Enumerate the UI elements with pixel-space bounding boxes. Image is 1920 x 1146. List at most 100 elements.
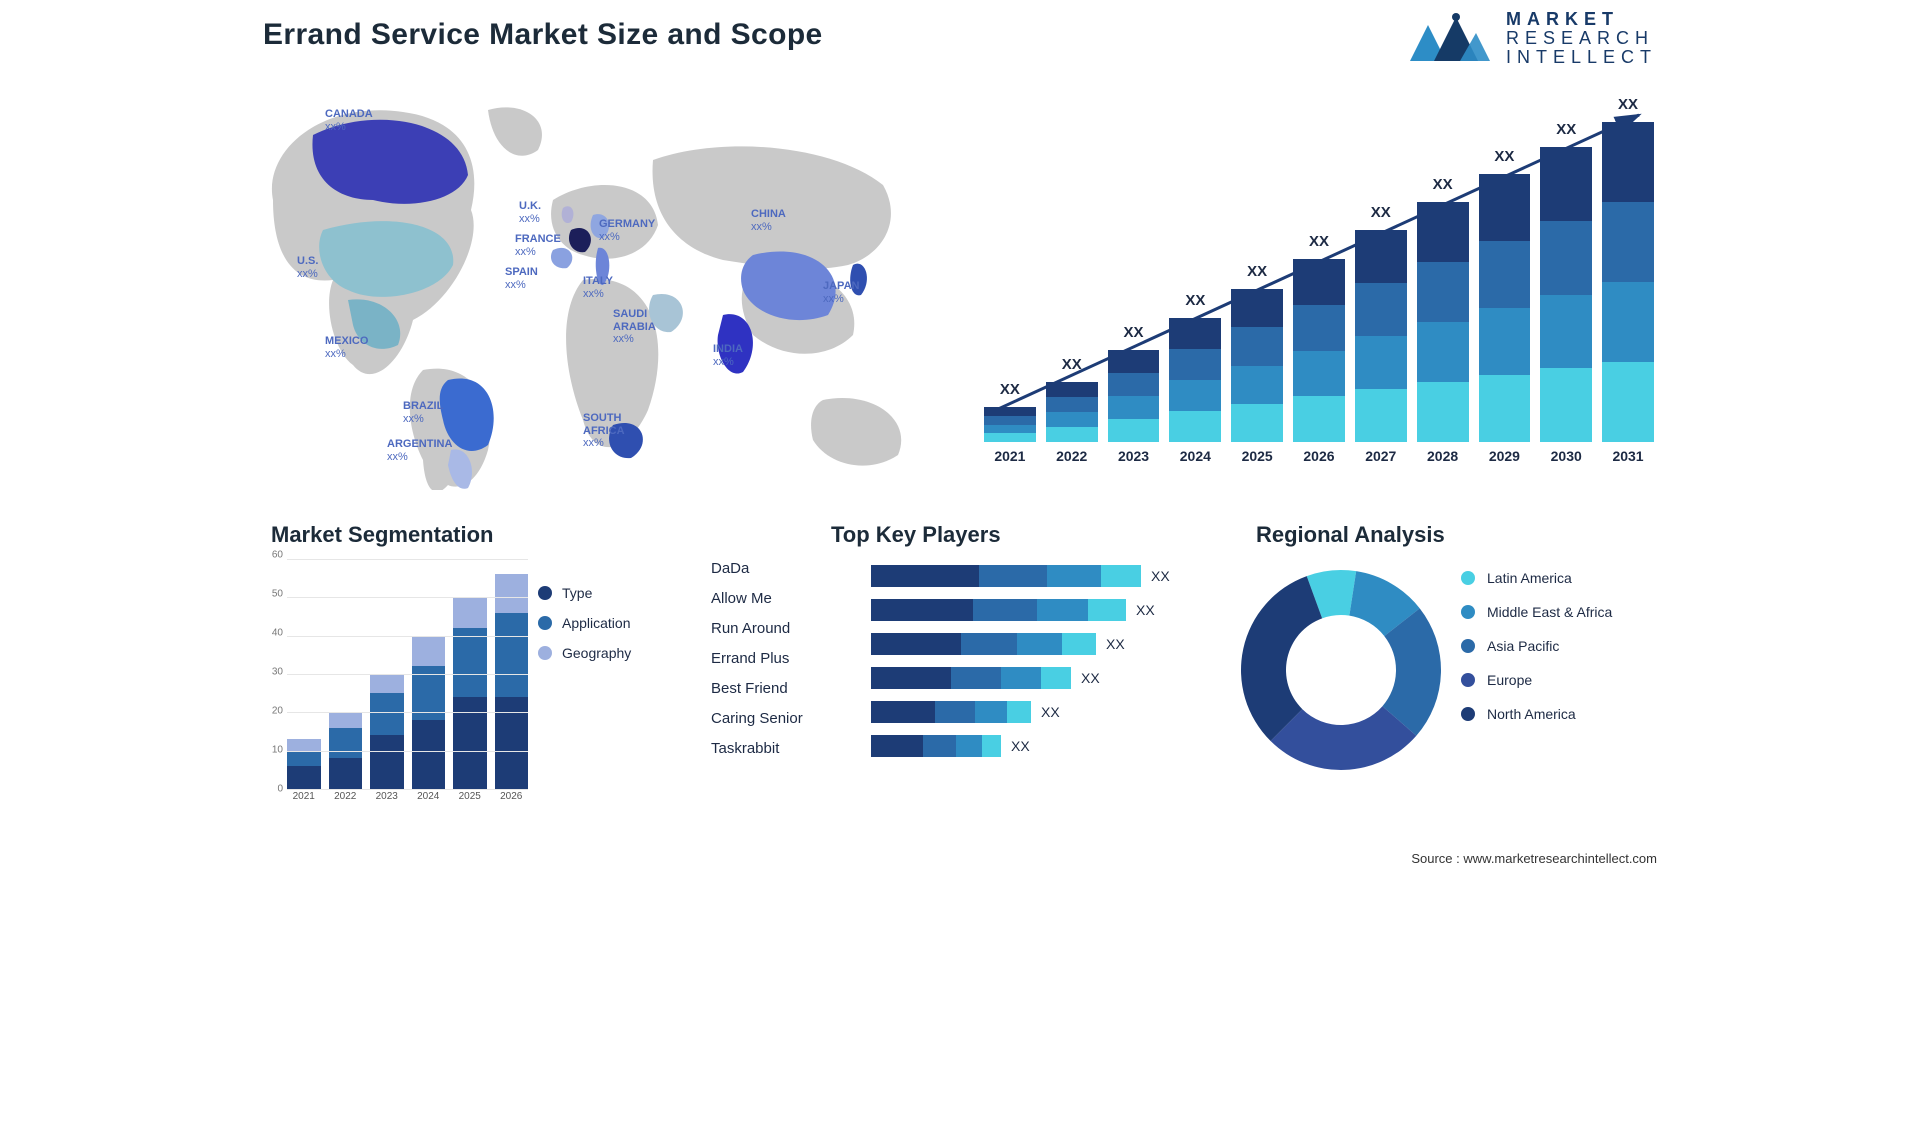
bar-value-label: XX (1108, 324, 1160, 341)
players-title: Top Key Players (831, 522, 1001, 548)
player-bar-value: XX (1136, 602, 1155, 618)
map-label: SPAINxx% (505, 266, 538, 291)
regional-title: Regional Analysis (1256, 522, 1445, 548)
page-title: Errand Service Market Size and Scope (263, 18, 823, 52)
legend-swatch (1461, 571, 1475, 585)
bar-value-label: XX (1355, 204, 1407, 221)
legend-swatch (538, 646, 552, 660)
player-bar-value: XX (1151, 568, 1170, 584)
player-name: Errand Plus (711, 650, 831, 667)
logo-line3: INTELLECT (1506, 48, 1657, 67)
seg-bar (287, 739, 321, 789)
legend-label: Application (562, 615, 631, 631)
legend-item: Middle East & Africa (1461, 604, 1651, 620)
year-bar: XX (1417, 202, 1469, 442)
legend-swatch (1461, 639, 1475, 653)
year-tick: 2023 (1108, 448, 1160, 470)
legend-swatch (538, 586, 552, 600)
year-bar: XX (984, 407, 1036, 442)
players-bars: XX XX XX XX XX XX (871, 565, 1201, 757)
year-bar: XX (1231, 289, 1283, 442)
legend-swatch (538, 616, 552, 630)
map-label: SOUTHAFRICAxx% (583, 412, 625, 450)
seg-year-tick: 2022 (329, 791, 363, 805)
y-tick: 50 (272, 589, 283, 600)
bar-value-label: XX (1231, 263, 1283, 280)
player-bar-value: XX (1011, 738, 1030, 754)
legend-label: Middle East & Africa (1487, 604, 1612, 620)
legend-swatch (1461, 707, 1475, 721)
bar-value-label: XX (1602, 96, 1654, 113)
legend-item: North America (1461, 706, 1651, 722)
player-bar-value: XX (1106, 636, 1125, 652)
bar-value-label: XX (1479, 148, 1531, 165)
legend-item: Geography (538, 645, 683, 661)
y-tick: 40 (272, 628, 283, 639)
player-bar-value: XX (1081, 670, 1100, 686)
map-label: BRAZILxx% (403, 400, 443, 425)
bar-value-label: XX (984, 381, 1036, 398)
player-name: Caring Senior (711, 710, 831, 727)
player-name: Run Around (711, 620, 831, 637)
seg-year-tick: 2023 (370, 791, 404, 805)
bar-value-label: XX (1540, 121, 1592, 138)
legend-label: Type (562, 585, 592, 601)
seg-year-tick: 2021 (287, 791, 321, 805)
source-label: Source : www.marketresearchintellect.com (1411, 851, 1657, 866)
year-bar: XX (1602, 122, 1654, 442)
map-label: ITALYxx% (583, 275, 613, 300)
y-tick: 20 (272, 706, 283, 717)
map-label: JAPANxx% (823, 280, 859, 305)
y-tick: 0 (277, 784, 283, 795)
donut-svg (1231, 560, 1451, 780)
map-label: SAUDIARABIAxx% (613, 308, 656, 346)
map-label: CANADAxx% (325, 108, 373, 133)
legend-item: Type (538, 585, 683, 601)
year-tick: 2022 (1046, 448, 1098, 470)
bar-value-label: XX (1417, 176, 1469, 193)
logo-line2: RESEARCH (1506, 29, 1657, 48)
y-tick: 30 (272, 667, 283, 678)
year-tick: 2025 (1231, 448, 1283, 470)
map-label: U.S.xx% (297, 255, 318, 280)
player-bar-row: XX (871, 633, 1201, 655)
regional-donut (1231, 560, 1451, 780)
player-bar-row: XX (871, 667, 1201, 689)
map-label: ARGENTINAxx% (387, 438, 452, 463)
player-name: Best Friend (711, 680, 831, 697)
map-label: U.K.xx% (519, 200, 541, 225)
legend-swatch (1461, 605, 1475, 619)
yearly-growth-chart: XXXXXXXXXXXXXXXXXXXXXX 20212022202320242… (984, 100, 1654, 470)
legend-label: North America (1487, 706, 1576, 722)
player-bar-row: XX (871, 565, 1201, 587)
bar-value-label: XX (1169, 292, 1221, 309)
segmentation-legend: Type Application Geography (538, 585, 683, 661)
year-tick: 2021 (984, 448, 1036, 470)
logo-line1: MARKET (1506, 10, 1657, 29)
player-bar-row: XX (871, 735, 1201, 757)
year-bar: XX (1046, 382, 1098, 442)
player-bar-row: XX (871, 701, 1201, 723)
year-tick: 2031 (1602, 448, 1654, 470)
year-tick: 2028 (1417, 448, 1469, 470)
legend-item: Latin America (1461, 570, 1651, 586)
infographic-page: Errand Service Market Size and Scope MAR… (231, 0, 1689, 872)
year-bar: XX (1540, 147, 1592, 442)
legend-label: Asia Pacific (1487, 638, 1559, 654)
seg-year-tick: 2025 (453, 791, 487, 805)
year-tick: 2026 (1293, 448, 1345, 470)
year-bar: XX (1293, 259, 1345, 442)
year-bar: XX (1355, 230, 1407, 442)
year-tick: 2027 (1355, 448, 1407, 470)
regional-legend: Latin America Middle East & Africa Asia Pa… (1461, 570, 1651, 722)
player-name: Taskrabbit (711, 740, 831, 757)
year-tick: 2024 (1169, 448, 1221, 470)
seg-bar (370, 674, 404, 789)
legend-label: Geography (562, 645, 631, 661)
map-label: GERMANYxx% (599, 218, 655, 243)
player-name: Allow Me (711, 590, 831, 607)
seg-bar (453, 597, 487, 789)
legend-item: Application (538, 615, 683, 631)
seg-bar (495, 574, 529, 789)
world-map: CANADAxx%U.S.xx%MEXICOxx%BRAZILxx%ARGENT… (253, 90, 929, 490)
